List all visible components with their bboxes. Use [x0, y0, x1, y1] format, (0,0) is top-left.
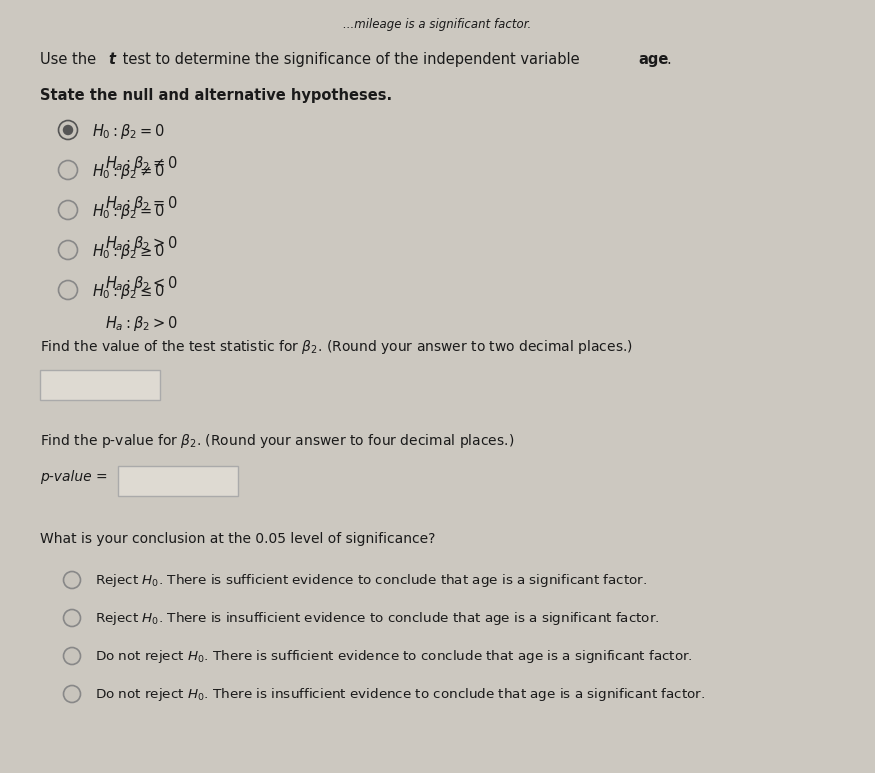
Text: $H_a: \beta_2 \neq 0$: $H_a: \beta_2 \neq 0$: [105, 154, 178, 173]
Text: Reject $H_0$. There is sufficient evidence to conclude that age is a significant: Reject $H_0$. There is sufficient eviden…: [95, 572, 648, 589]
Circle shape: [64, 609, 80, 626]
Text: Do not reject $H_0$. There is insufficient evidence to conclude that age is a si: Do not reject $H_0$. There is insufficie…: [95, 686, 705, 703]
Text: $H_0: \beta_2 \leq 0$: $H_0: \beta_2 \leq 0$: [92, 282, 165, 301]
Text: Find the p-value for $\beta_2$. (Round your answer to four decimal places.): Find the p-value for $\beta_2$. (Round y…: [40, 432, 514, 450]
Circle shape: [59, 200, 78, 220]
Circle shape: [59, 161, 78, 179]
Text: p-value =: p-value =: [40, 470, 112, 484]
Text: .: .: [666, 52, 671, 67]
Text: $H_0: \beta_2 \neq 0$: $H_0: \beta_2 \neq 0$: [92, 162, 165, 181]
Text: t: t: [108, 52, 115, 67]
Circle shape: [64, 648, 80, 665]
Circle shape: [63, 124, 74, 135]
Text: What is your conclusion at the 0.05 level of significance?: What is your conclusion at the 0.05 leve…: [40, 532, 436, 546]
Circle shape: [59, 121, 78, 139]
Text: Find the value of the test statistic for $\beta_2$. (Round your answer to two de: Find the value of the test statistic for…: [40, 338, 633, 356]
Text: $H_a: \beta_2 > 0$: $H_a: \beta_2 > 0$: [105, 234, 178, 253]
Text: Reject $H_0$. There is insufficient evidence to conclude that age is a significa: Reject $H_0$. There is insufficient evid…: [95, 610, 660, 627]
Text: test to determine the significance of the independent variable: test to determine the significance of th…: [118, 52, 584, 67]
Text: $H_0: \beta_2 = 0$: $H_0: \beta_2 = 0$: [92, 122, 165, 141]
Circle shape: [59, 240, 78, 260]
Text: $H_0: \beta_2 \geq 0$: $H_0: \beta_2 \geq 0$: [92, 242, 165, 261]
Text: $H_0: \beta_2 = 0$: $H_0: \beta_2 = 0$: [92, 202, 165, 221]
Circle shape: [59, 281, 78, 299]
Text: State the null and alternative hypotheses.: State the null and alternative hypothese…: [40, 88, 392, 103]
Circle shape: [64, 686, 80, 703]
Text: $H_a: \beta_2 < 0$: $H_a: \beta_2 < 0$: [105, 274, 178, 293]
Circle shape: [64, 571, 80, 588]
Text: Use the: Use the: [40, 52, 101, 67]
FancyBboxPatch shape: [40, 370, 160, 400]
Text: $H_a: \beta_2 = 0$: $H_a: \beta_2 = 0$: [105, 194, 178, 213]
Text: age: age: [638, 52, 668, 67]
FancyBboxPatch shape: [118, 466, 238, 496]
Text: ...mileage is a significant factor.: ...mileage is a significant factor.: [343, 18, 532, 31]
Text: $H_a: \beta_2 > 0$: $H_a: \beta_2 > 0$: [105, 314, 178, 333]
Text: Do not reject $H_0$. There is sufficient evidence to conclude that age is a sign: Do not reject $H_0$. There is sufficient…: [95, 648, 693, 665]
